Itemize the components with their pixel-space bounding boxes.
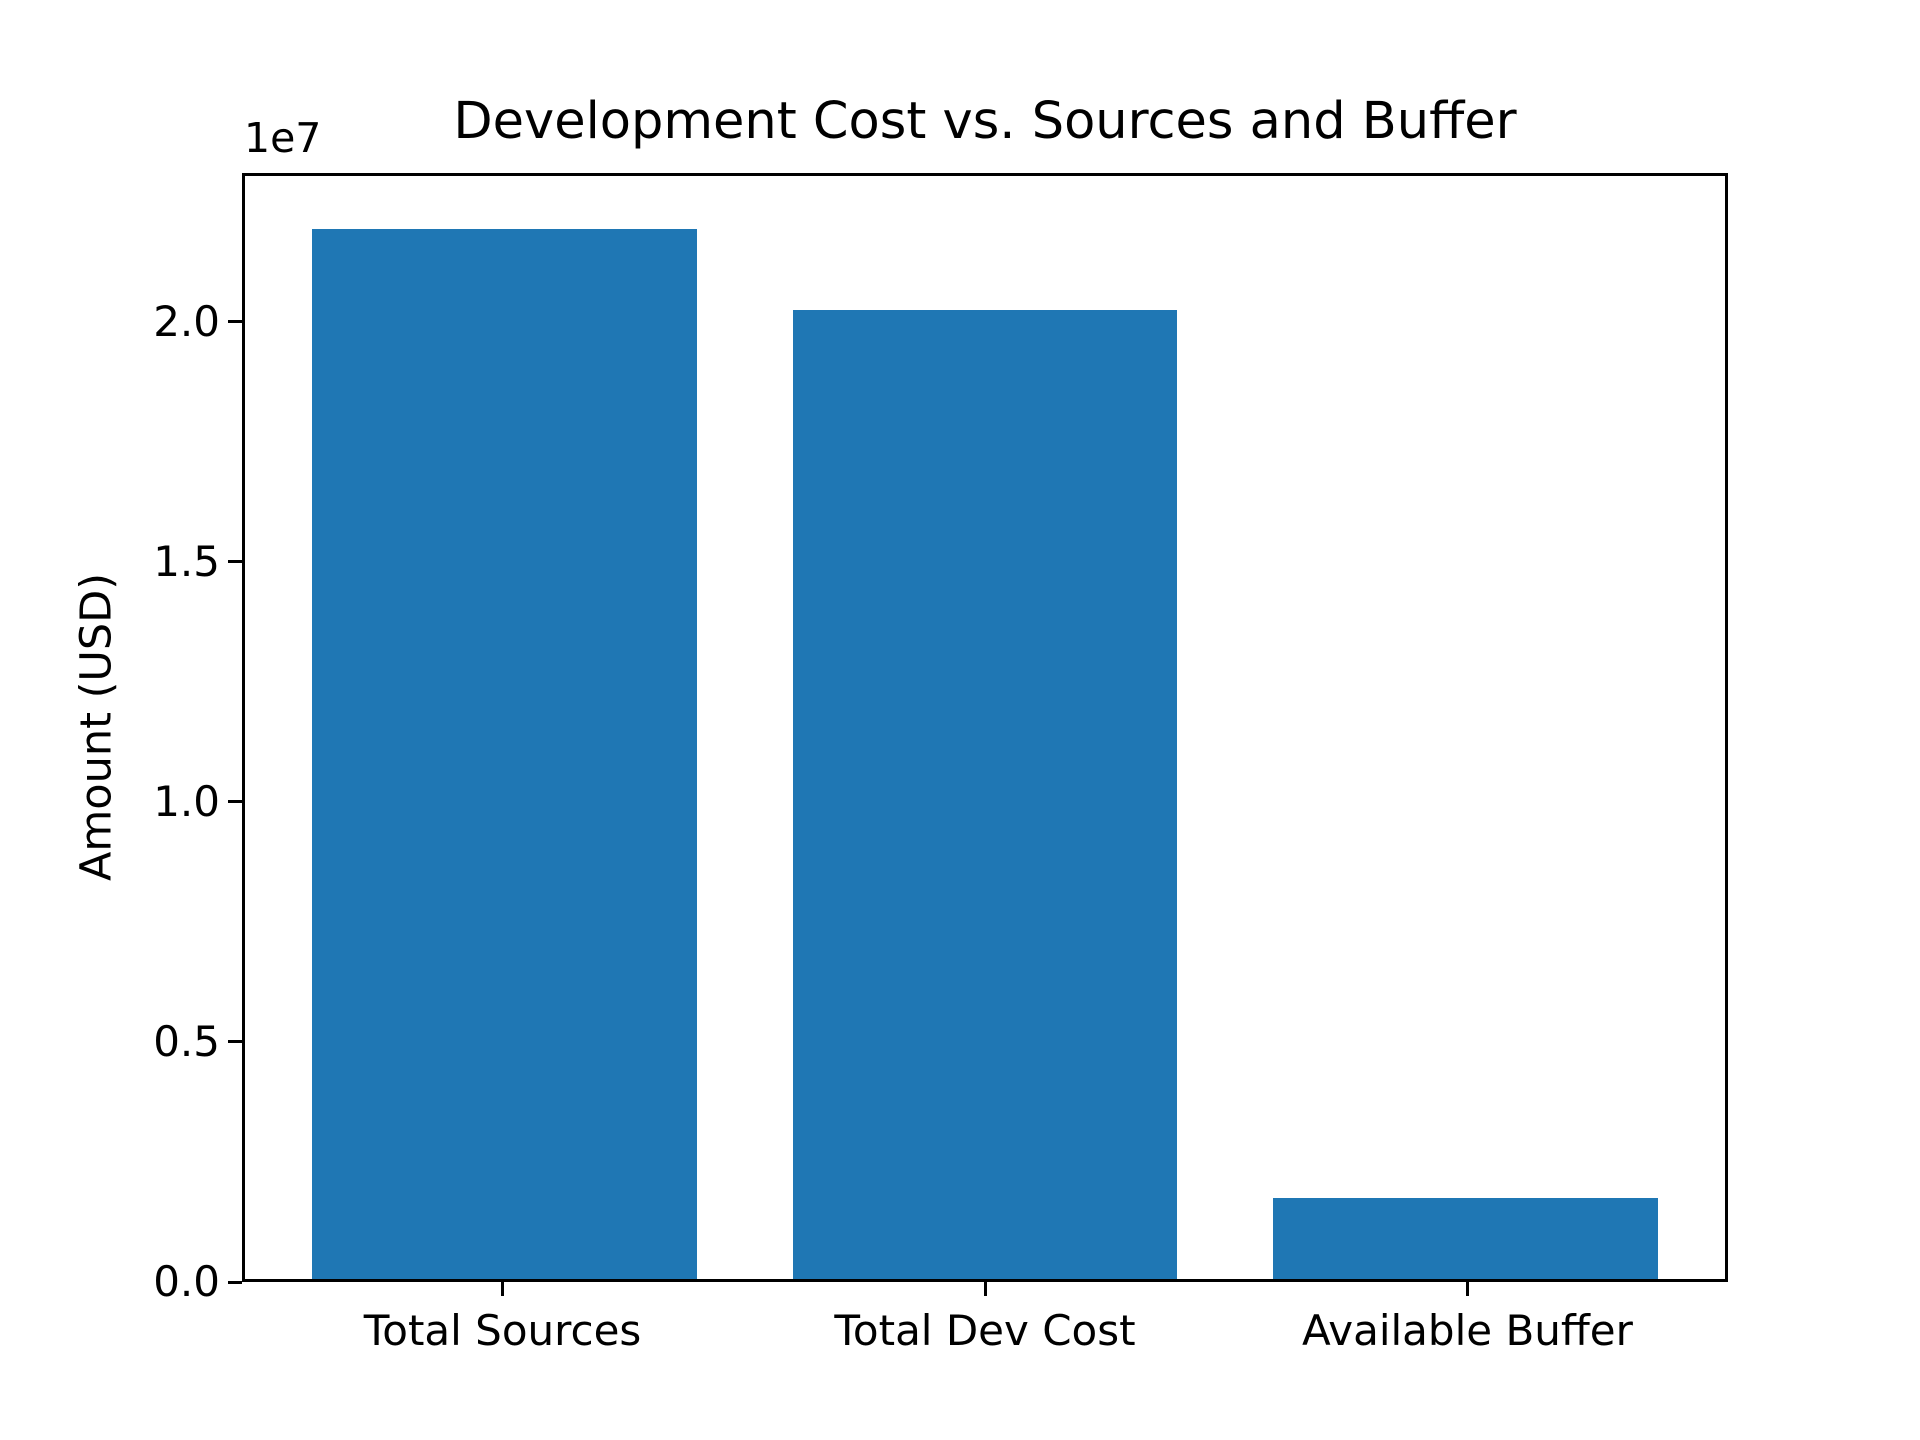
x-tick-label: Total Dev Cost (834, 1306, 1136, 1355)
plot-area (242, 173, 1728, 1282)
y-axis-offset-text: 1e7 (244, 114, 322, 162)
bar-total-dev-cost (792, 309, 1178, 1279)
bar-available-buffer (1273, 1197, 1658, 1279)
y-tick-mark (228, 1280, 242, 1284)
x-tick-mark (501, 1282, 505, 1296)
chart-title: Development Cost vs. Sources and Buffer (453, 92, 1517, 151)
y-tick-label: 0.5 (153, 1016, 220, 1066)
y-tick-mark (228, 560, 242, 564)
y-tick-label: 1.5 (153, 536, 220, 586)
y-tick-label: 2.0 (153, 296, 220, 346)
x-tick-label: Available Buffer (1301, 1306, 1633, 1355)
y-axis-label: Amount (USD) (71, 572, 122, 882)
y-tick-label: 0.0 (153, 1257, 220, 1306)
x-tick-mark (1465, 1282, 1469, 1296)
y-tick-mark (228, 1040, 242, 1044)
y-tick-mark (228, 800, 242, 804)
x-tick-label: Total Sources (363, 1306, 642, 1355)
bar-total-sources (312, 228, 697, 1279)
x-tick-mark (983, 1282, 987, 1296)
y-tick-label: 1.0 (153, 776, 220, 826)
y-tick-mark (228, 320, 242, 324)
